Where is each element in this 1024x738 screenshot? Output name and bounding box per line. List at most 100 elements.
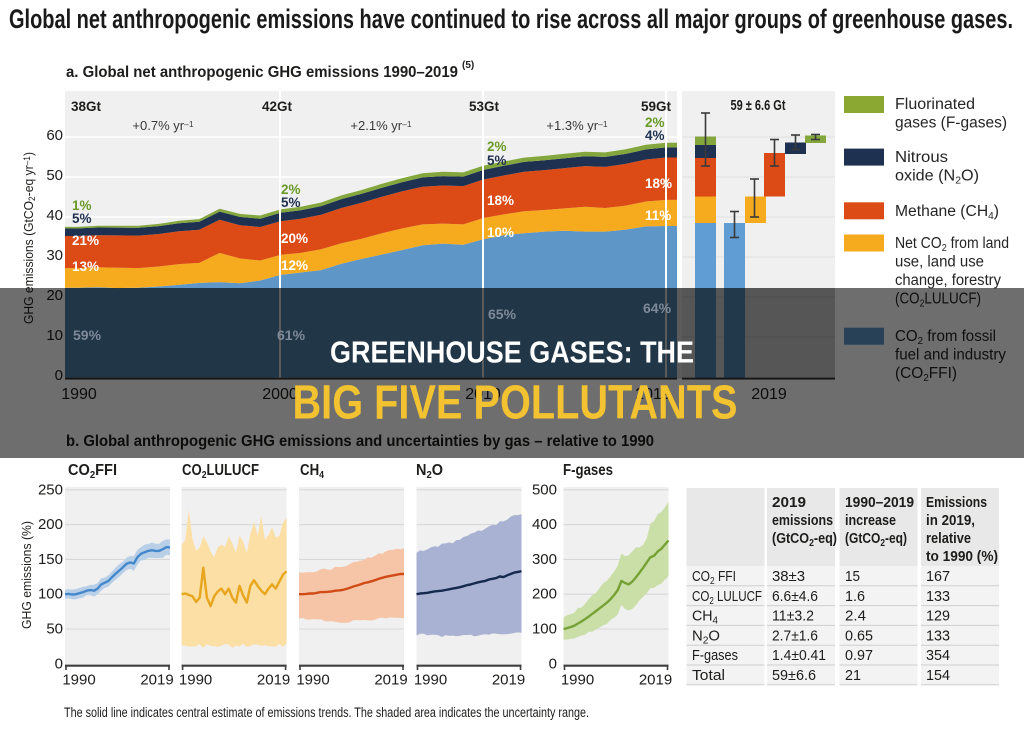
svg-text:2%: 2% <box>487 139 507 154</box>
svg-text:2019: 2019 <box>374 672 407 689</box>
svg-text:5%: 5% <box>487 153 507 168</box>
svg-text:400: 400 <box>532 516 557 533</box>
svg-text:59Gt: 59Gt <box>641 99 672 114</box>
svg-text:300: 300 <box>532 551 557 568</box>
svg-text:200: 200 <box>38 516 63 533</box>
svg-text:18%: 18% <box>487 193 514 208</box>
svg-text:500: 500 <box>532 481 557 498</box>
svg-text:2019: 2019 <box>639 672 672 689</box>
svg-text:F-gases: F-gases <box>563 462 613 479</box>
svg-text:60: 60 <box>46 127 63 144</box>
svg-text:1990: 1990 <box>296 672 329 689</box>
svg-text:38Gt: 38Gt <box>71 99 102 114</box>
svg-text:use, land use: use, land use <box>895 254 984 271</box>
svg-text:Fluorinated: Fluorinated <box>895 96 975 113</box>
svg-text:emissions: emissions <box>772 513 833 529</box>
svg-text:2019: 2019 <box>140 672 173 689</box>
svg-text:11%: 11% <box>645 208 671 223</box>
svg-text:59 ± 6.6 Gt: 59 ± 6.6 Gt <box>731 98 786 114</box>
svg-text:61%: 61% <box>277 327 306 343</box>
svg-text:133: 133 <box>926 589 950 605</box>
svg-text:129: 129 <box>926 609 950 625</box>
svg-text:to 1990 (%): to 1990 (%) <box>926 549 998 565</box>
svg-text:CO2FFI: CO2FFI <box>68 462 117 481</box>
svg-text:relative: relative <box>926 531 971 547</box>
svg-text:2.7±1.6: 2.7±1.6 <box>772 628 818 644</box>
svg-text:59±6.6: 59±6.6 <box>772 668 816 684</box>
svg-text:0.97: 0.97 <box>845 648 873 664</box>
svg-text:Global net anthropogenic emiss: Global net anthropogenic emissions have … <box>9 4 1013 34</box>
svg-text:21: 21 <box>845 668 861 684</box>
svg-text:change, forestry: change, forestry <box>895 272 1001 289</box>
svg-text:5%: 5% <box>72 211 92 226</box>
svg-text:64%: 64% <box>643 300 672 316</box>
svg-text:The solid line indicates centr: The solid line indicates central estimat… <box>64 705 589 720</box>
svg-text:1.4±0.41: 1.4±0.41 <box>772 648 826 664</box>
svg-text:42Gt: 42Gt <box>262 99 293 114</box>
svg-text:GHG emissions (%): GHG emissions (%) <box>19 521 34 629</box>
svg-text:0: 0 <box>549 656 557 673</box>
svg-text:5%: 5% <box>281 195 301 210</box>
svg-text:2.4: 2.4 <box>845 609 866 625</box>
svg-text:65%: 65% <box>488 306 517 322</box>
svg-text:2%: 2% <box>281 182 301 197</box>
svg-text:100: 100 <box>38 586 63 603</box>
svg-text:Net CO2 from land: Net CO2 from land <box>895 235 1009 254</box>
svg-text:150: 150 <box>38 551 63 568</box>
svg-text:250: 250 <box>38 481 63 498</box>
svg-text:oxide (N2O): oxide (N 2O) <box>895 168 979 187</box>
svg-text:167: 167 <box>926 569 950 585</box>
svg-text:1990: 1990 <box>561 672 594 689</box>
svg-text:53Gt: 53Gt <box>469 99 500 114</box>
svg-text:Nitrous: Nitrous <box>895 149 948 166</box>
svg-text:18%: 18% <box>645 176 672 191</box>
svg-text:30: 30 <box>46 247 63 264</box>
svg-text:BIG FIVE POLLUTANTS: BIG FIVE POLLUTANTS <box>293 377 738 430</box>
svg-text:(GtCO2-eq): (GtCO2-eq) <box>845 531 907 549</box>
svg-text:2%: 2% <box>645 115 665 130</box>
svg-text:10%: 10% <box>487 225 514 240</box>
svg-text:Methane (CH4): Methane (CH4) <box>895 203 999 222</box>
svg-text:1990: 1990 <box>179 672 212 689</box>
svg-text:6.6±4.6: 6.6±4.6 <box>772 589 818 605</box>
svg-text:15: 15 <box>845 569 860 585</box>
svg-text:11±3.2: 11±3.2 <box>772 609 814 625</box>
svg-text:20%: 20% <box>281 231 308 246</box>
svg-text:F-gases: F-gases <box>692 648 738 664</box>
svg-text:+0.7% yr–1: +0.7% yr–1 <box>132 118 193 133</box>
svg-text:0.65: 0.65 <box>845 628 873 644</box>
svg-text:in 2019,: in 2019, <box>926 513 975 529</box>
svg-text:GREENHOUSE GASES: THE: GREENHOUSE GASES: THE <box>330 335 694 370</box>
svg-text:354: 354 <box>926 648 950 664</box>
svg-text:40: 40 <box>46 207 63 224</box>
svg-text:200: 200 <box>532 586 557 603</box>
svg-text:12%: 12% <box>281 258 308 273</box>
svg-text:2019: 2019 <box>492 672 525 689</box>
svg-text:CH4: CH4 <box>692 609 718 627</box>
svg-text:0: 0 <box>55 656 63 673</box>
svg-text:13%: 13% <box>72 259 99 274</box>
svg-text:2019: 2019 <box>257 672 290 689</box>
svg-text:CO2 FFI: CO2 FFI <box>692 569 736 587</box>
svg-text:+2.1% yr–1: +2.1% yr–1 <box>350 118 411 133</box>
svg-text:(5): (5) <box>462 60 474 71</box>
svg-text:1990–2019: 1990–2019 <box>845 495 914 511</box>
svg-text:154: 154 <box>926 668 950 684</box>
svg-text:133: 133 <box>926 628 950 644</box>
svg-text:38±3: 38±3 <box>772 569 805 585</box>
svg-text:1990: 1990 <box>62 672 95 689</box>
svg-text:CH4: CH4 <box>300 462 324 481</box>
svg-text:50: 50 <box>46 621 63 638</box>
svg-text:Total: Total <box>692 668 725 684</box>
svg-text:59%: 59% <box>73 327 102 343</box>
svg-text:N2O: N2O <box>692 628 720 646</box>
svg-text:N2O: N2O <box>416 462 443 481</box>
svg-text:(GtCO2-eq): (GtCO2-eq) <box>772 531 837 549</box>
svg-text:CO2 LULUCF: CO2 LULUCF <box>692 589 762 607</box>
svg-text:gases (F-gases): gases (F-gases) <box>895 115 1007 132</box>
svg-text:Emissions: Emissions <box>926 495 987 511</box>
svg-text:increase: increase <box>845 513 896 529</box>
svg-text:+1.3% yr–1: +1.3% yr–1 <box>546 118 607 133</box>
svg-text:CO2LULUCF: CO2LULUCF <box>182 462 259 481</box>
svg-text:a. Global net anthropogenic GH: a. Global net anthropogenic GHG emission… <box>66 64 458 81</box>
